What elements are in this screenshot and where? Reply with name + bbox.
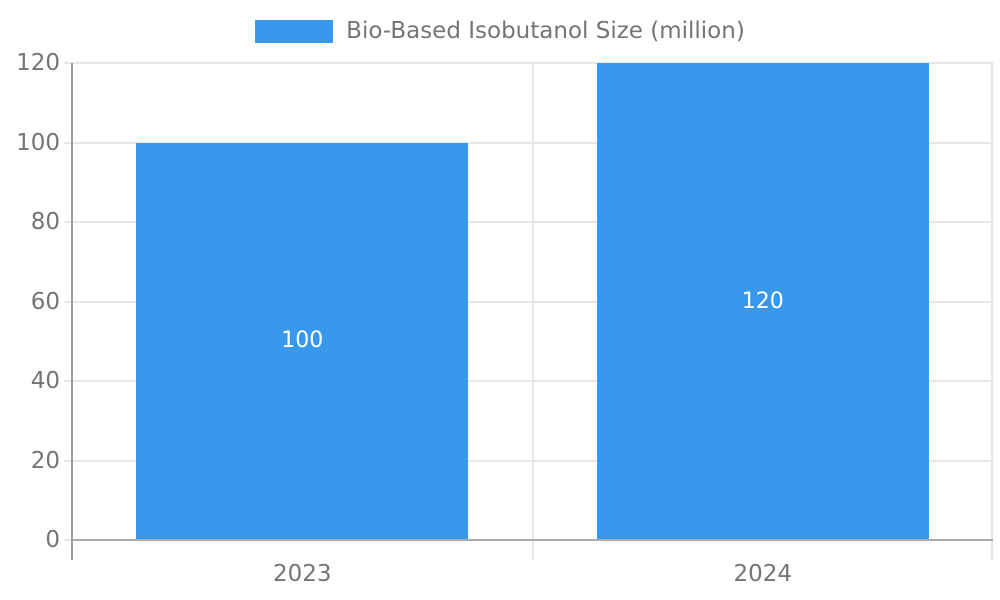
plot-area: 0 20 40 60 80 100 120 100 2023 120 2024 [16,50,993,587]
y-axis-tick-label: 120 [16,50,60,76]
x-axis-tick-label: 2024 [733,561,793,587]
legend-swatch-icon [255,19,334,43]
bar-value-label: 120 [741,288,784,314]
category-gridline [531,63,534,560]
category-gridline [991,63,993,560]
bar-value-label: 100 [281,328,324,354]
x-axis-tick-label: 2023 [272,561,332,587]
y-axis-tick-label: 100 [16,129,60,156]
bar-2024[interactable] [596,63,929,540]
y-tick-icon [64,459,72,462]
y-tick-icon [64,62,72,64]
y-tick-icon [64,539,72,541]
y-tick-icon [64,380,72,382]
y-tick-icon [64,141,72,144]
y-tick-icon [64,221,72,223]
y-axis-tick-label: 80 [30,209,60,235]
bar-2023[interactable] [136,142,469,540]
x-axis-line [72,539,993,541]
legend-label: Bio-Based Isobutanol Size (million) [346,18,745,44]
y-axis-tick-label: 20 [30,447,60,474]
y-axis-tick-label: 60 [30,288,60,315]
y-axis-tick-label: 40 [30,368,60,394]
y-axis-line [71,63,73,560]
y-tick-icon [64,300,72,303]
legend[interactable]: Bio-Based Isobutanol Size (million) [0,17,1000,45]
y-axis-tick-label: 0 [45,527,60,553]
